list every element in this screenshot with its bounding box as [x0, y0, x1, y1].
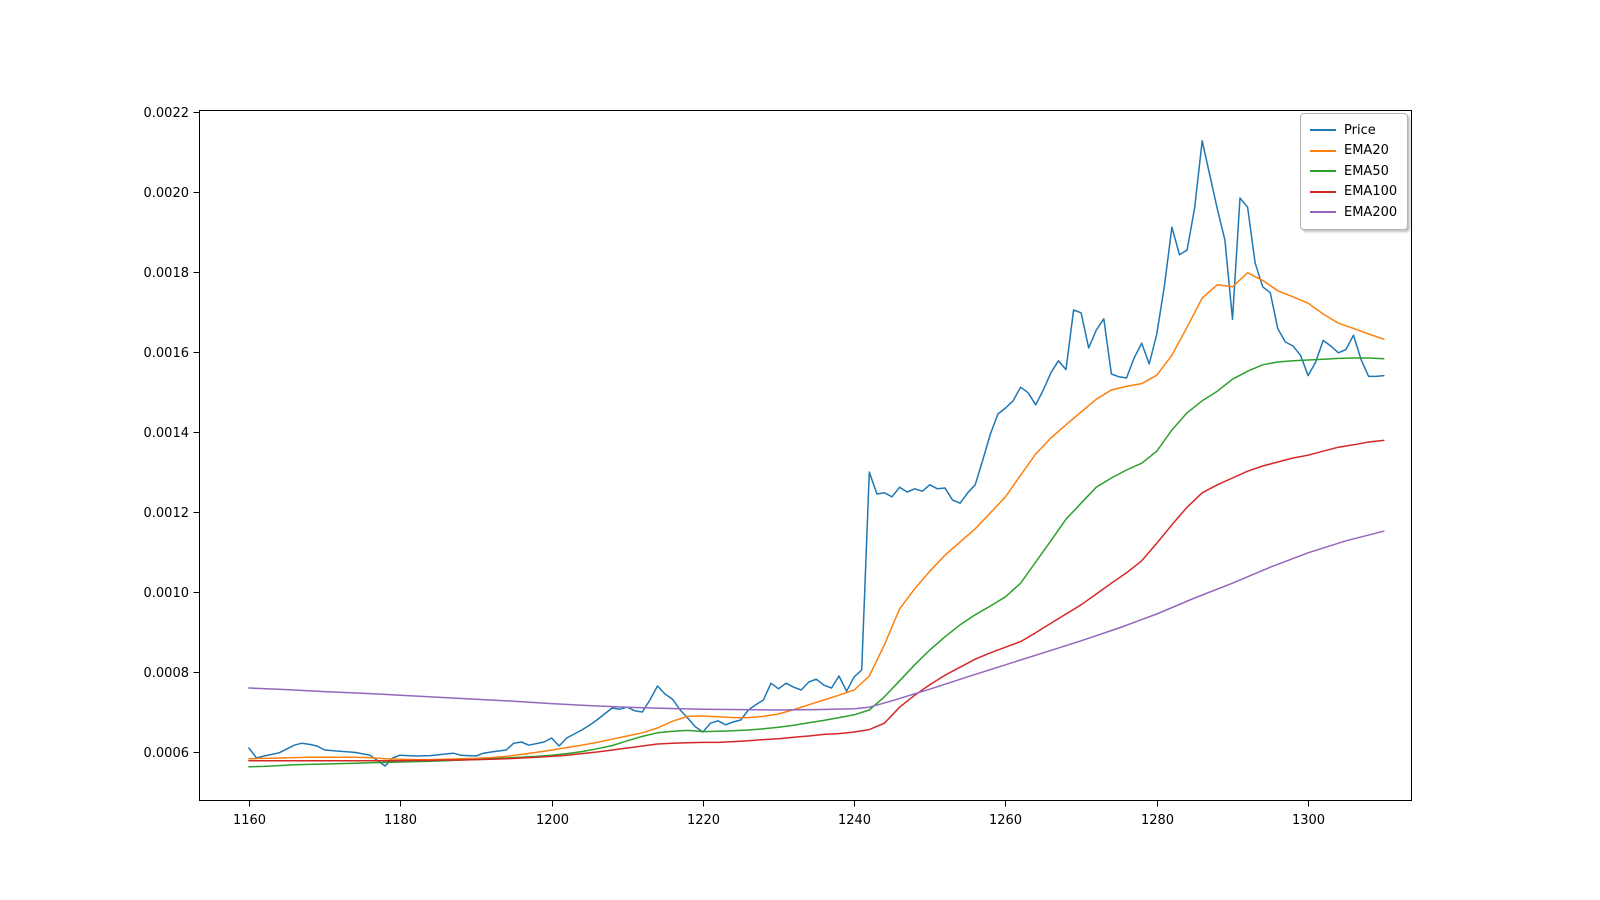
x-axis-tick-label: 1260 — [989, 813, 1022, 828]
x-axis-tick-label: 1180 — [384, 813, 417, 828]
y-axis-tick-label: 0.0020 — [144, 186, 190, 201]
legend-entry-ema20: EMA20 — [1310, 141, 1397, 162]
y-axis-tick-label: 0.0012 — [144, 506, 190, 521]
legend-label: Price — [1344, 122, 1376, 138]
legend-line-swatch-ema100 — [1310, 190, 1336, 193]
legend-label: EMA50 — [1344, 163, 1389, 179]
y-axis-tick-label: 0.0006 — [144, 746, 190, 761]
ema200-line — [248, 530, 1385, 711]
x-axis-tick-label: 1200 — [536, 813, 569, 828]
legend-line-swatch-ema200 — [1310, 211, 1336, 214]
y-axis-tick-label: 0.0022 — [144, 106, 190, 121]
legend-entry-price: Price — [1310, 120, 1397, 141]
x-axis-tick-label: 1280 — [1141, 813, 1174, 828]
x-axis-tick-label: 1160 — [233, 813, 266, 828]
ema100-line — [248, 439, 1385, 762]
x-axis-tick-label: 1300 — [1292, 813, 1325, 828]
legend-line-swatch-price — [1310, 129, 1336, 132]
legend-entry-ema200: EMA200 — [1310, 202, 1397, 223]
price-line — [248, 140, 1385, 767]
legend-entry-ema100: EMA100 — [1310, 182, 1397, 203]
legend-label: EMA100 — [1344, 184, 1398, 200]
y-axis-tick-label: 0.0018 — [144, 266, 190, 281]
legend-entry-ema50: EMA50 — [1310, 161, 1397, 182]
y-axis-tick-label: 0.0014 — [144, 426, 190, 441]
y-axis-tick-label: 0.0016 — [144, 346, 190, 361]
y-axis-tick-label: 0.0010 — [144, 586, 190, 601]
x-axis-tick-label: 1240 — [838, 813, 871, 828]
legend-label: EMA200 — [1344, 204, 1398, 220]
legend: Price EMA20 EMA50 EMA100 EMA200 — [1300, 113, 1409, 230]
ema20-line — [248, 272, 1385, 761]
legend-line-swatch-ema50 — [1310, 170, 1336, 173]
ema50-line — [248, 357, 1385, 768]
legend-line-swatch-ema20 — [1310, 149, 1336, 152]
legend-label: EMA20 — [1344, 143, 1389, 159]
y-axis-tick-label: 0.0008 — [144, 666, 190, 681]
plot-area — [199, 110, 1412, 801]
x-axis-tick-label: 1220 — [687, 813, 720, 828]
